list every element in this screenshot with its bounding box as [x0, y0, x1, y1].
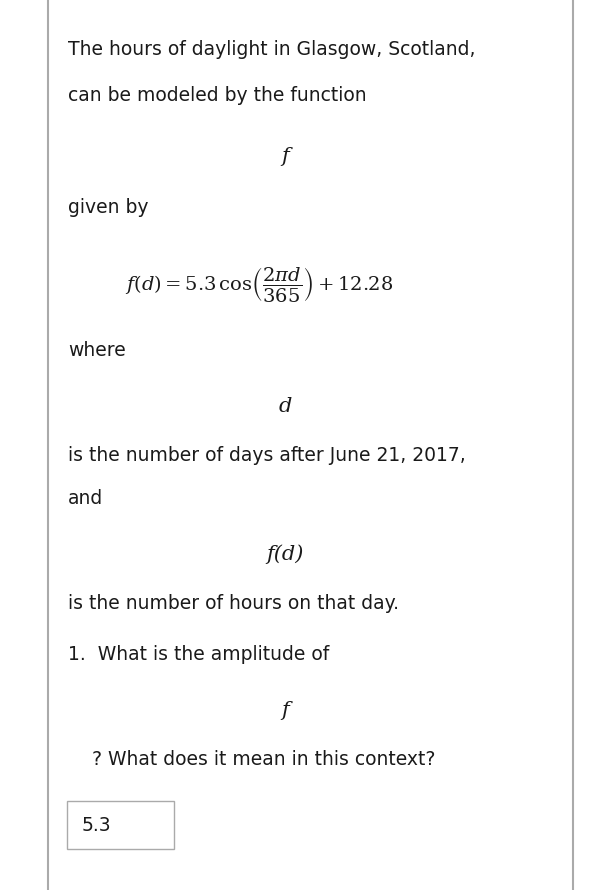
- Text: 1.  What is the amplitude of: 1. What is the amplitude of: [68, 645, 330, 664]
- Text: d: d: [279, 397, 292, 416]
- Text: f: f: [281, 147, 289, 166]
- Text: f: f: [281, 701, 289, 720]
- Text: ? What does it mean in this context?: ? What does it mean in this context?: [92, 750, 435, 769]
- Text: f(d): f(d): [267, 545, 304, 564]
- Text: The hours of daylight in Glasgow, Scotland,: The hours of daylight in Glasgow, Scotla…: [68, 40, 476, 59]
- Text: $f(d) = 5.3\,\cos\!\left(\dfrac{2\pi d}{365}\right) + 12.28$: $f(d) = 5.3\,\cos\!\left(\dfrac{2\pi d}{…: [125, 265, 393, 304]
- FancyBboxPatch shape: [67, 801, 174, 849]
- Text: is the number of hours on that day.: is the number of hours on that day.: [68, 594, 399, 612]
- Text: given by: given by: [68, 198, 149, 217]
- Text: where: where: [68, 341, 126, 360]
- Text: can be modeled by the function: can be modeled by the function: [68, 86, 367, 105]
- Text: is the number of days after June 21, 2017,: is the number of days after June 21, 201…: [68, 446, 466, 465]
- Text: 5.3: 5.3: [81, 815, 111, 835]
- Text: and: and: [68, 489, 103, 507]
